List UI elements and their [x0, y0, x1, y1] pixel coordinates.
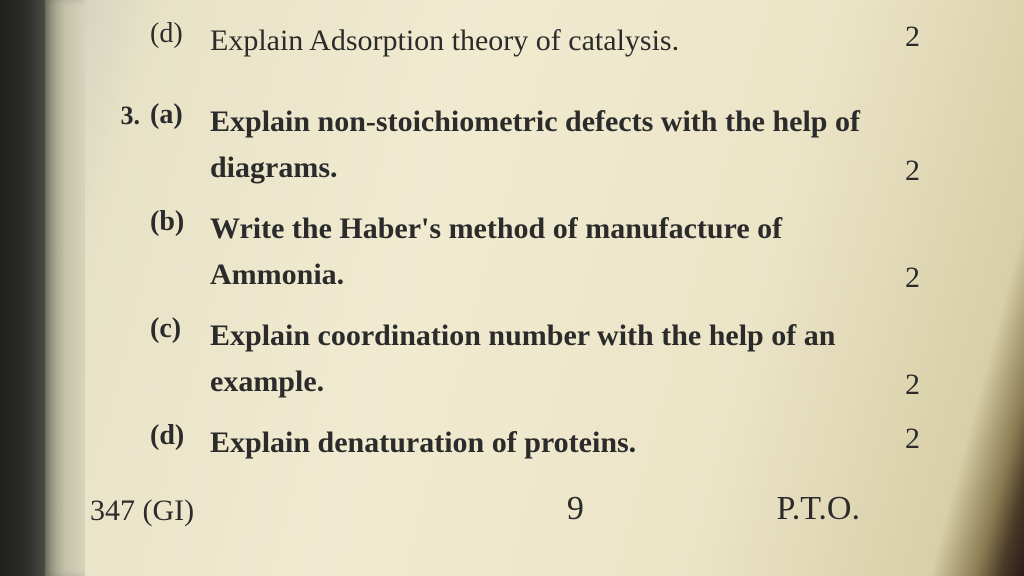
question-row: (d) Explain denaturation of proteins. 2 — [90, 420, 920, 467]
question-number — [90, 420, 146, 422]
sub-label: (c) — [146, 313, 210, 345]
question-number — [90, 313, 146, 315]
sub-label: (d) — [146, 18, 210, 50]
question-row: (d) Explain Adsorption theory of catalys… — [90, 18, 920, 65]
marks: 2 — [870, 154, 920, 192]
question-number: 3. — [90, 99, 146, 131]
sub-label: (a) — [146, 99, 210, 131]
marks: 2 — [870, 18, 920, 54]
book-spine — [0, 0, 45, 576]
page-binding-shadow — [45, 0, 85, 576]
question-row: 3. (a) Explain non-stoichiometric defect… — [90, 99, 920, 192]
marks: 2 — [870, 368, 920, 406]
sub-label: (b) — [146, 206, 210, 238]
marks: 2 — [870, 261, 920, 299]
question-text: Explain coordination number with the hel… — [210, 313, 870, 406]
question-row: (b) Write the Haber's method of manufact… — [90, 206, 920, 299]
pto-label: P.T.O. — [777, 490, 860, 528]
question-number — [90, 18, 146, 20]
marks: 2 — [870, 420, 920, 456]
sub-label: (d) — [146, 420, 210, 452]
question-row: (c) Explain coordination number with the… — [90, 313, 920, 406]
page-number: 9 — [567, 490, 584, 528]
question-text: Explain non-stoichiometric defects with … — [210, 99, 870, 192]
page-footer: 347 (GI) 9 P.T.O. — [90, 490, 920, 528]
question-text: Write the Haber's method of manufacture … — [210, 206, 870, 299]
question-text: Explain denaturation of proteins. — [210, 420, 870, 467]
paper-code: 347 (GI) — [90, 494, 194, 528]
question-text: Explain Adsorption theory of catalysis. — [210, 18, 870, 65]
exam-page: (d) Explain Adsorption theory of catalys… — [90, 0, 920, 576]
question-number — [90, 206, 146, 208]
